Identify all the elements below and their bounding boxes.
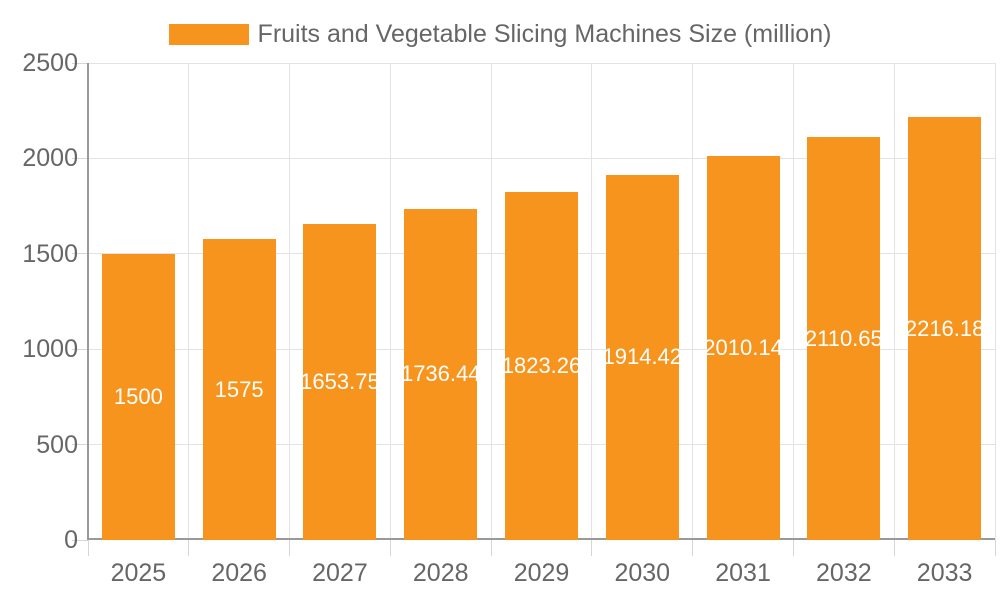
bar-2033[interactable] [908, 117, 982, 540]
bar-value-label-2032: 2110.65 [804, 325, 883, 351]
legend-swatch [168, 24, 249, 45]
x-axis-tick-0 [87, 540, 89, 556]
y-axis-tick-500 [72, 444, 88, 446]
bar-value-label-2029: 1823.26 [501, 353, 582, 379]
v-gridline-2 [289, 63, 291, 540]
x-axis-label-2029: 2029 [513, 559, 570, 587]
x-axis-label-2033: 2033 [916, 559, 973, 587]
x-axis-tick-6 [692, 540, 694, 556]
x-axis-tick-1 [188, 540, 190, 556]
y-axis-label-1000: 1000 [22, 335, 78, 364]
h-gridline-2000 [88, 157, 995, 159]
h-gridline-2500 [88, 62, 995, 64]
v-gridline-5 [591, 63, 593, 540]
y-axis-label-500: 500 [36, 430, 78, 459]
bar-value-label-2030: 1914.42 [602, 344, 683, 370]
bar-value-label-2026: 1575 [214, 376, 264, 402]
bar-value-label-2033: 2216.18 [904, 315, 985, 341]
y-axis-label-0: 0 [64, 526, 78, 554]
x-axis-label-2026: 2026 [211, 559, 267, 587]
y-axis-line [87, 63, 89, 540]
bar-2025[interactable] [101, 253, 175, 540]
bar-2032[interactable] [807, 137, 881, 540]
bar-2027[interactable] [303, 224, 377, 540]
v-gridline-9 [994, 63, 996, 540]
bar-value-label-2025: 1500 [113, 383, 163, 409]
x-axis-tick-4 [490, 540, 492, 556]
bar-2029[interactable] [505, 192, 578, 540]
x-axis-label-2031: 2031 [715, 559, 771, 587]
y-axis-tick-1500 [72, 253, 88, 255]
x-axis-label-2028: 2028 [412, 559, 469, 587]
bar-2028[interactable] [404, 208, 478, 540]
v-gridline-3 [389, 63, 391, 540]
x-axis-tick-9 [994, 540, 996, 556]
bar-2030[interactable] [605, 174, 679, 540]
v-gridline-7 [792, 63, 794, 540]
x-axis-tick-8 [893, 540, 895, 556]
legend-label: Fruits and Vegetable Slicing Machines Si… [257, 20, 832, 48]
x-axis-tick-7 [792, 540, 794, 556]
v-gridline-1 [188, 63, 190, 540]
x-axis-label-2030: 2030 [614, 559, 671, 587]
v-gridline-4 [490, 63, 492, 540]
y-axis-tick-2000 [72, 157, 88, 159]
bar-value-label-2028: 1736.44 [400, 361, 481, 387]
y-axis-tick-2500 [72, 62, 88, 64]
y-axis-label-2000: 2000 [22, 144, 78, 173]
x-axis-label-2032: 2032 [816, 559, 872, 587]
bar-value-label-2031: 2010.14 [703, 335, 783, 361]
x-axis-tick-5 [591, 540, 593, 556]
legend[interactable]: Fruits and Vegetable Slicing Machines Si… [0, 20, 1000, 49]
y-axis-label-2500: 2500 [22, 49, 78, 77]
x-axis-label-2027: 2027 [312, 559, 368, 587]
bar-2031[interactable] [706, 156, 780, 540]
v-gridline-6 [692, 63, 694, 540]
x-axis-tick-2 [289, 540, 291, 556]
x-axis-label-2025: 2025 [110, 559, 167, 587]
bar-value-label-2027: 1653.75 [300, 369, 380, 395]
y-axis-tick-1000 [72, 348, 88, 350]
y-axis-tick-0 [72, 539, 88, 541]
x-axis-tick-3 [389, 540, 391, 556]
bar-2026[interactable] [202, 239, 276, 540]
y-axis-label-1500: 1500 [22, 239, 78, 268]
v-gridline-8 [893, 63, 895, 540]
